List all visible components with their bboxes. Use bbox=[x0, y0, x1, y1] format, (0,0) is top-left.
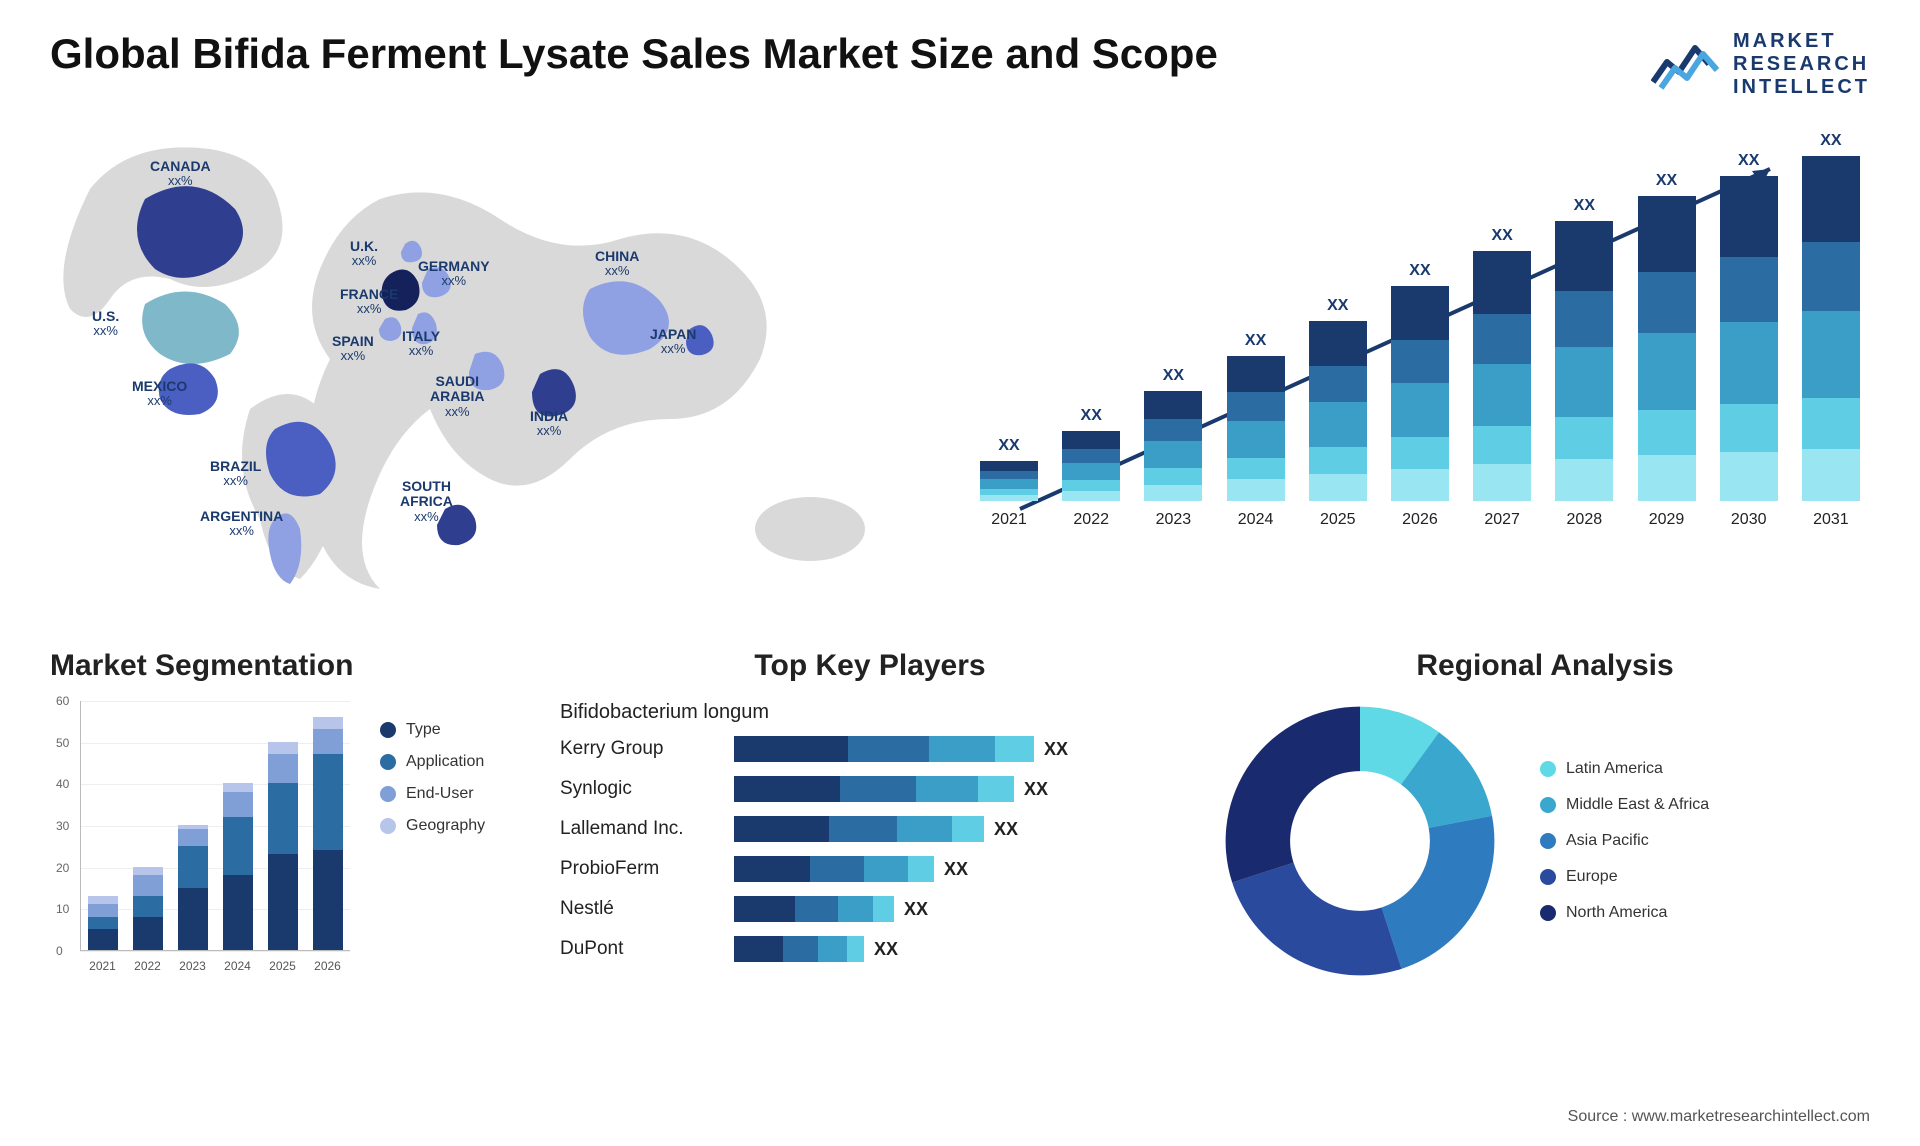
keyplayer-row: Synlogic XX bbox=[560, 776, 1180, 802]
legend-item: Application bbox=[380, 753, 485, 771]
growth-bar: XX 2025 bbox=[1309, 297, 1367, 529]
legend-item: Latin America bbox=[1540, 760, 1709, 778]
growth-bar: XX 2030 bbox=[1720, 152, 1778, 529]
growth-chart: XX 2021 XX 2022 XX 2023 XX 2024 XX 2025 … bbox=[970, 129, 1870, 609]
seg-bar bbox=[178, 825, 208, 950]
logo-line1: MARKET bbox=[1733, 30, 1870, 53]
seg-bar bbox=[313, 717, 343, 950]
map-label: SOUTHAFRICAxx% bbox=[400, 479, 453, 524]
map-label: INDIAxx% bbox=[530, 409, 568, 439]
legend-item: End-User bbox=[380, 785, 485, 803]
regional-legend: Latin America Middle East & Africa Asia Pa… bbox=[1540, 760, 1709, 922]
keyplayer-row: ProbioFerm XX bbox=[560, 856, 1180, 882]
growth-bar: XX 2029 bbox=[1638, 172, 1696, 529]
map-label: CANADAxx% bbox=[150, 159, 211, 189]
map-label: CHINAxx% bbox=[595, 249, 639, 279]
growth-bar: XX 2022 bbox=[1062, 407, 1120, 529]
legend-item: Geography bbox=[380, 817, 485, 835]
segmentation-chart: 0102030405060 202120222023202420252026 bbox=[50, 701, 350, 981]
growth-bar: XX 2021 bbox=[980, 437, 1038, 529]
legend-item: Type bbox=[380, 721, 485, 739]
map-label: ITALYxx% bbox=[402, 329, 440, 359]
seg-bar bbox=[223, 783, 253, 950]
legend-item: Asia Pacific bbox=[1540, 832, 1709, 850]
growth-bar: XX 2027 bbox=[1473, 227, 1531, 529]
world-map-svg bbox=[50, 129, 930, 609]
logo-line3: INTELLECT bbox=[1733, 76, 1870, 99]
regional-donut bbox=[1220, 701, 1500, 981]
growth-bar: XX 2028 bbox=[1555, 197, 1613, 529]
keyplayer-row: DuPont XX bbox=[560, 936, 1180, 962]
growth-bar: XX 2023 bbox=[1144, 367, 1202, 529]
legend-item: North America bbox=[1540, 904, 1709, 922]
seg-bar bbox=[133, 867, 163, 950]
map-label: MEXICOxx% bbox=[132, 379, 187, 409]
keyplayer-row: Nestlé XX bbox=[560, 896, 1180, 922]
map-label: BRAZILxx% bbox=[210, 459, 261, 489]
map-label: ARGENTINAxx% bbox=[200, 509, 283, 539]
source-text: Source : www.marketresearchintellect.com bbox=[1568, 1108, 1870, 1126]
legend-item: Europe bbox=[1540, 868, 1709, 886]
brand-logo: MARKET RESEARCH INTELLECT bbox=[1651, 30, 1870, 99]
regional-title: Regional Analysis bbox=[1220, 649, 1870, 683]
legend-item: Middle East & Africa bbox=[1540, 796, 1709, 814]
segmentation-title: Market Segmentation bbox=[50, 649, 520, 683]
keyplayer-row: Lallemand Inc. XX bbox=[560, 816, 1180, 842]
seg-bar bbox=[88, 896, 118, 950]
map-label: FRANCExx% bbox=[340, 287, 398, 317]
growth-bar: XX 2024 bbox=[1227, 332, 1285, 529]
world-map: CANADAxx% U.S.xx% MEXICOxx% BRAZILxx% ARGENT… bbox=[50, 129, 930, 609]
map-label: GERMANYxx% bbox=[418, 259, 490, 289]
keyplayers-subtitle: Bifidobacterium longum bbox=[560, 701, 1180, 724]
keyplayers-title: Top Key Players bbox=[560, 649, 1180, 683]
keyplayers-chart: Kerry Group XX Synlogic XX Lallemand Inc… bbox=[560, 736, 1180, 962]
logo-line2: RESEARCH bbox=[1733, 53, 1870, 76]
logo-mark-icon bbox=[1651, 38, 1721, 92]
seg-bar bbox=[268, 742, 298, 950]
page-title: Global Bifida Ferment Lysate Sales Marke… bbox=[50, 30, 1218, 78]
map-label: SAUDIARABIAxx% bbox=[430, 374, 484, 419]
growth-bar: XX 2026 bbox=[1391, 262, 1449, 529]
map-label: U.S.xx% bbox=[92, 309, 119, 339]
map-label: JAPANxx% bbox=[650, 327, 696, 357]
segmentation-legend: Type Application End-User Geography bbox=[380, 701, 485, 981]
map-label: U.K.xx% bbox=[350, 239, 378, 269]
map-label: SPAINxx% bbox=[332, 334, 374, 364]
growth-bar: XX 2031 bbox=[1802, 132, 1860, 529]
keyplayer-row: Kerry Group XX bbox=[560, 736, 1180, 762]
